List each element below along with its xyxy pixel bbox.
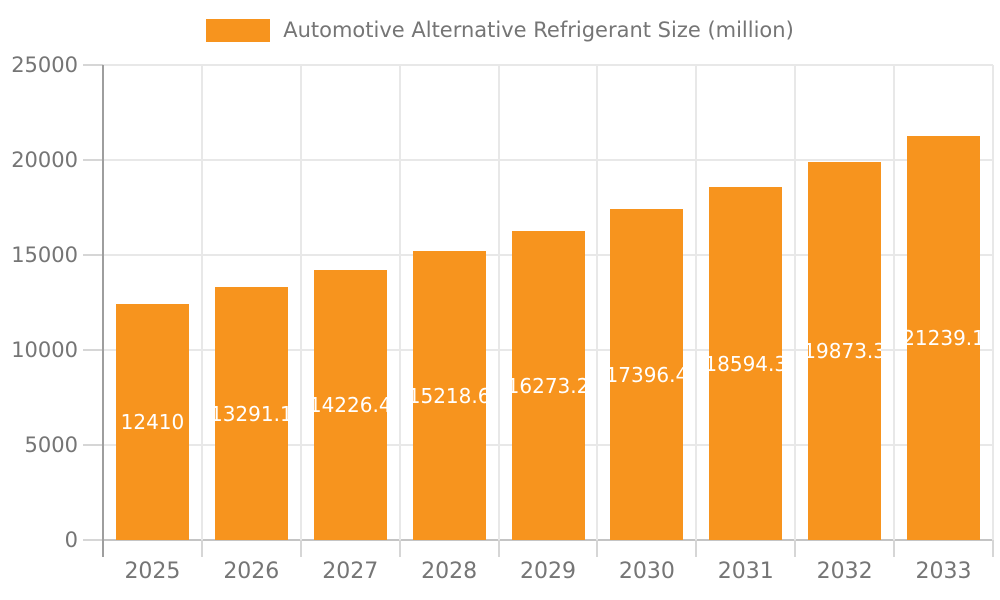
y-axis-tick bbox=[83, 539, 103, 541]
bar-value-label: 13291.1 bbox=[214, 401, 288, 426]
x-tick-label-2032: 2032 bbox=[816, 559, 873, 584]
x-axis-tick bbox=[299, 540, 302, 557]
x-tick-label-2026: 2026 bbox=[223, 559, 280, 584]
y-axis-tick bbox=[83, 254, 103, 256]
gridline-vertical bbox=[596, 65, 599, 540]
bar-2030[interactable]: 17396.4 bbox=[610, 209, 684, 540]
x-axis-tick bbox=[200, 540, 203, 557]
gridline-horizontal bbox=[103, 539, 993, 541]
y-axis-tick bbox=[83, 159, 103, 161]
x-axis-tick bbox=[596, 540, 599, 557]
bar-value-label: 16273.2 bbox=[511, 373, 585, 398]
gridline-vertical bbox=[398, 65, 401, 540]
legend-swatch-icon bbox=[206, 18, 271, 42]
x-axis-tick bbox=[695, 540, 698, 557]
bar-value-label: 15218.6 bbox=[412, 383, 486, 408]
bar-2032[interactable]: 19873.3 bbox=[808, 162, 882, 540]
bar-2029[interactable]: 16273.2 bbox=[511, 231, 585, 540]
x-tick-label-2025: 2025 bbox=[124, 559, 181, 584]
gridline-vertical bbox=[695, 65, 698, 540]
x-tick-label-2030: 2030 bbox=[618, 559, 675, 584]
x-tick-label-2033: 2033 bbox=[915, 559, 972, 584]
bar-value-label: 14226.4 bbox=[313, 393, 387, 417]
x-tick-label-2027: 2027 bbox=[322, 559, 379, 584]
x-axis-tick bbox=[992, 540, 994, 557]
bar-value-label: 18594.3 bbox=[709, 351, 783, 376]
x-axis-tick bbox=[497, 540, 500, 557]
y-tick-label-10000: 10000 bbox=[11, 338, 78, 362]
y-axis-tick bbox=[83, 349, 103, 351]
y-axis-tick bbox=[83, 64, 103, 66]
y-tick-label-20000: 20000 bbox=[11, 148, 78, 172]
bar-2031[interactable]: 18594.3 bbox=[709, 187, 783, 540]
y-tick-label-15000: 15000 bbox=[11, 243, 78, 267]
gridline-vertical bbox=[794, 65, 797, 540]
gridline-horizontal bbox=[103, 64, 993, 66]
bar-2026[interactable]: 13291.1 bbox=[214, 287, 288, 540]
gridline-vertical bbox=[992, 65, 994, 540]
bar-2028[interactable]: 15218.6 bbox=[412, 251, 486, 540]
bar-value-label: 17396.4 bbox=[610, 362, 684, 387]
y-axis-tick bbox=[83, 444, 103, 446]
y-axis-line bbox=[101, 65, 104, 557]
x-tick-label-2031: 2031 bbox=[717, 559, 774, 584]
x-tick-label-2028: 2028 bbox=[421, 559, 478, 584]
y-tick-label-25000: 25000 bbox=[11, 53, 78, 77]
bar-2027[interactable]: 14226.4 bbox=[313, 270, 387, 540]
legend-item[interactable]: Automotive Alternative Refrigerant Size … bbox=[0, 18, 1000, 42]
gridline-vertical bbox=[893, 65, 896, 540]
y-tick-label-5000: 5000 bbox=[24, 433, 78, 457]
x-axis-tick bbox=[893, 540, 896, 557]
legend-label: Automotive Alternative Refrigerant Size … bbox=[283, 18, 794, 42]
gridline-horizontal bbox=[103, 159, 993, 161]
bar-value-label: 19873.3 bbox=[808, 339, 882, 363]
gridline-vertical bbox=[497, 65, 500, 540]
x-tick-label-2029: 2029 bbox=[519, 559, 576, 584]
bar-value-label: 12410 bbox=[120, 410, 185, 434]
x-axis-tick bbox=[398, 540, 401, 557]
bar-value-label: 21239.1 bbox=[907, 326, 981, 350]
bar-2025[interactable]: 12410 bbox=[115, 304, 189, 540]
gridline-vertical bbox=[200, 65, 203, 540]
y-tick-label-0: 0 bbox=[64, 528, 78, 552]
bar-2033[interactable]: 21239.1 bbox=[907, 136, 981, 540]
x-axis-tick bbox=[794, 540, 797, 557]
gridline-vertical bbox=[299, 65, 302, 540]
